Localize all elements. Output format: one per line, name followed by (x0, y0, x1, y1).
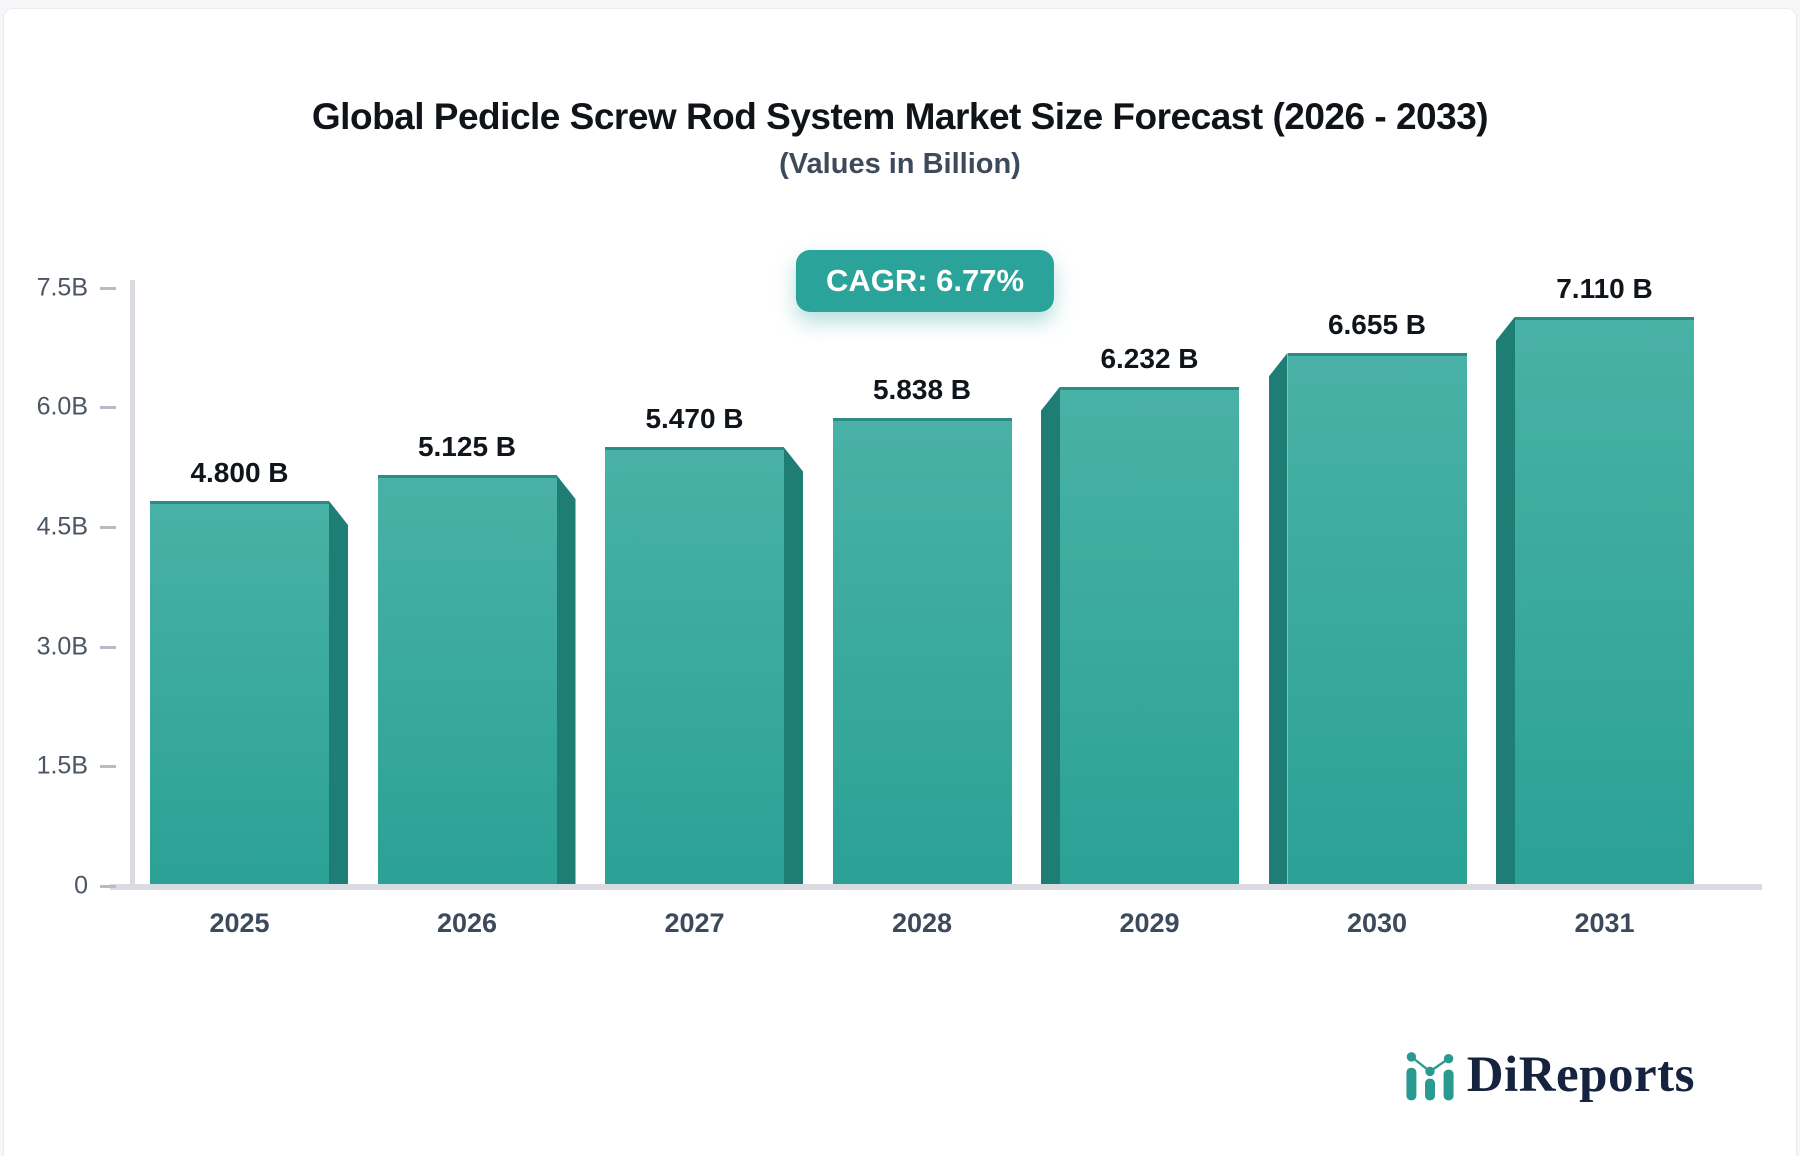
bar-side-2031 (1496, 316, 1515, 884)
y-tick-mark (100, 525, 116, 529)
y-tick-mark (100, 406, 116, 410)
bar-side-2030 (1268, 352, 1288, 884)
bar-value-label: 6.232 B (1100, 342, 1199, 374)
x-tick-label: 2027 (664, 908, 725, 938)
x-axis-baseline (110, 884, 1762, 890)
bar-value-label: 5.838 B (872, 374, 972, 406)
bar-value-label: 5.125 B (417, 431, 517, 463)
x-tick-label: 2028 (891, 908, 953, 938)
y-tick-mark (100, 885, 116, 888)
bar-side-2025 (329, 500, 348, 884)
y-tick-label: 6.0B (36, 392, 88, 421)
direports-logo: DiReports (1401, 1046, 1695, 1104)
bar-value-label: 7.110 B (1556, 272, 1653, 304)
y-tick-mark (100, 286, 116, 290)
direports-logo-text: DiReports (1466, 1047, 1695, 1103)
direports-logo-icon (1401, 1046, 1459, 1104)
bar-value-label: 5.470 B (645, 403, 744, 435)
y-tick-label: 7.5B (36, 273, 88, 301)
x-tick-label: 2031 (1574, 908, 1635, 938)
bar-2028 (832, 418, 1012, 884)
bar-2027 (605, 447, 784, 884)
bar-value-label: 6.655 B (1327, 308, 1427, 340)
y-tick-mark (100, 765, 116, 769)
x-tick-label: 2026 (436, 908, 498, 938)
bar-side-2029 (1041, 386, 1060, 884)
chart-title: Global Pedicle Screw Rod System Market S… (311, 96, 1489, 137)
bar-side-2026 (556, 475, 576, 884)
y-tick-mark (100, 645, 116, 649)
cagr-badge: CAGR: 6.77% (795, 250, 1055, 312)
bar-2025 (150, 500, 329, 884)
bar-2031 (1515, 316, 1694, 884)
x-tick-label: 2030 (1346, 908, 1408, 938)
bar-side-2027 (784, 447, 803, 884)
y-tick-label: 4.5B (36, 512, 88, 541)
chart-subtitle: (Values in Billion) (779, 148, 1021, 180)
bar-2026 (377, 475, 557, 884)
y-axis-line (130, 279, 135, 886)
x-tick-label: 2025 (209, 908, 270, 938)
y-tick-label: 1.5B (36, 751, 88, 780)
bar-value-label: 4.800 B (190, 456, 289, 488)
y-tick-label: 3.0B (36, 632, 88, 661)
bar-2030 (1287, 352, 1467, 884)
x-tick-label: 2029 (1119, 908, 1180, 938)
y-tick-label: 0 (74, 871, 88, 900)
bar-2029 (1060, 386, 1239, 884)
